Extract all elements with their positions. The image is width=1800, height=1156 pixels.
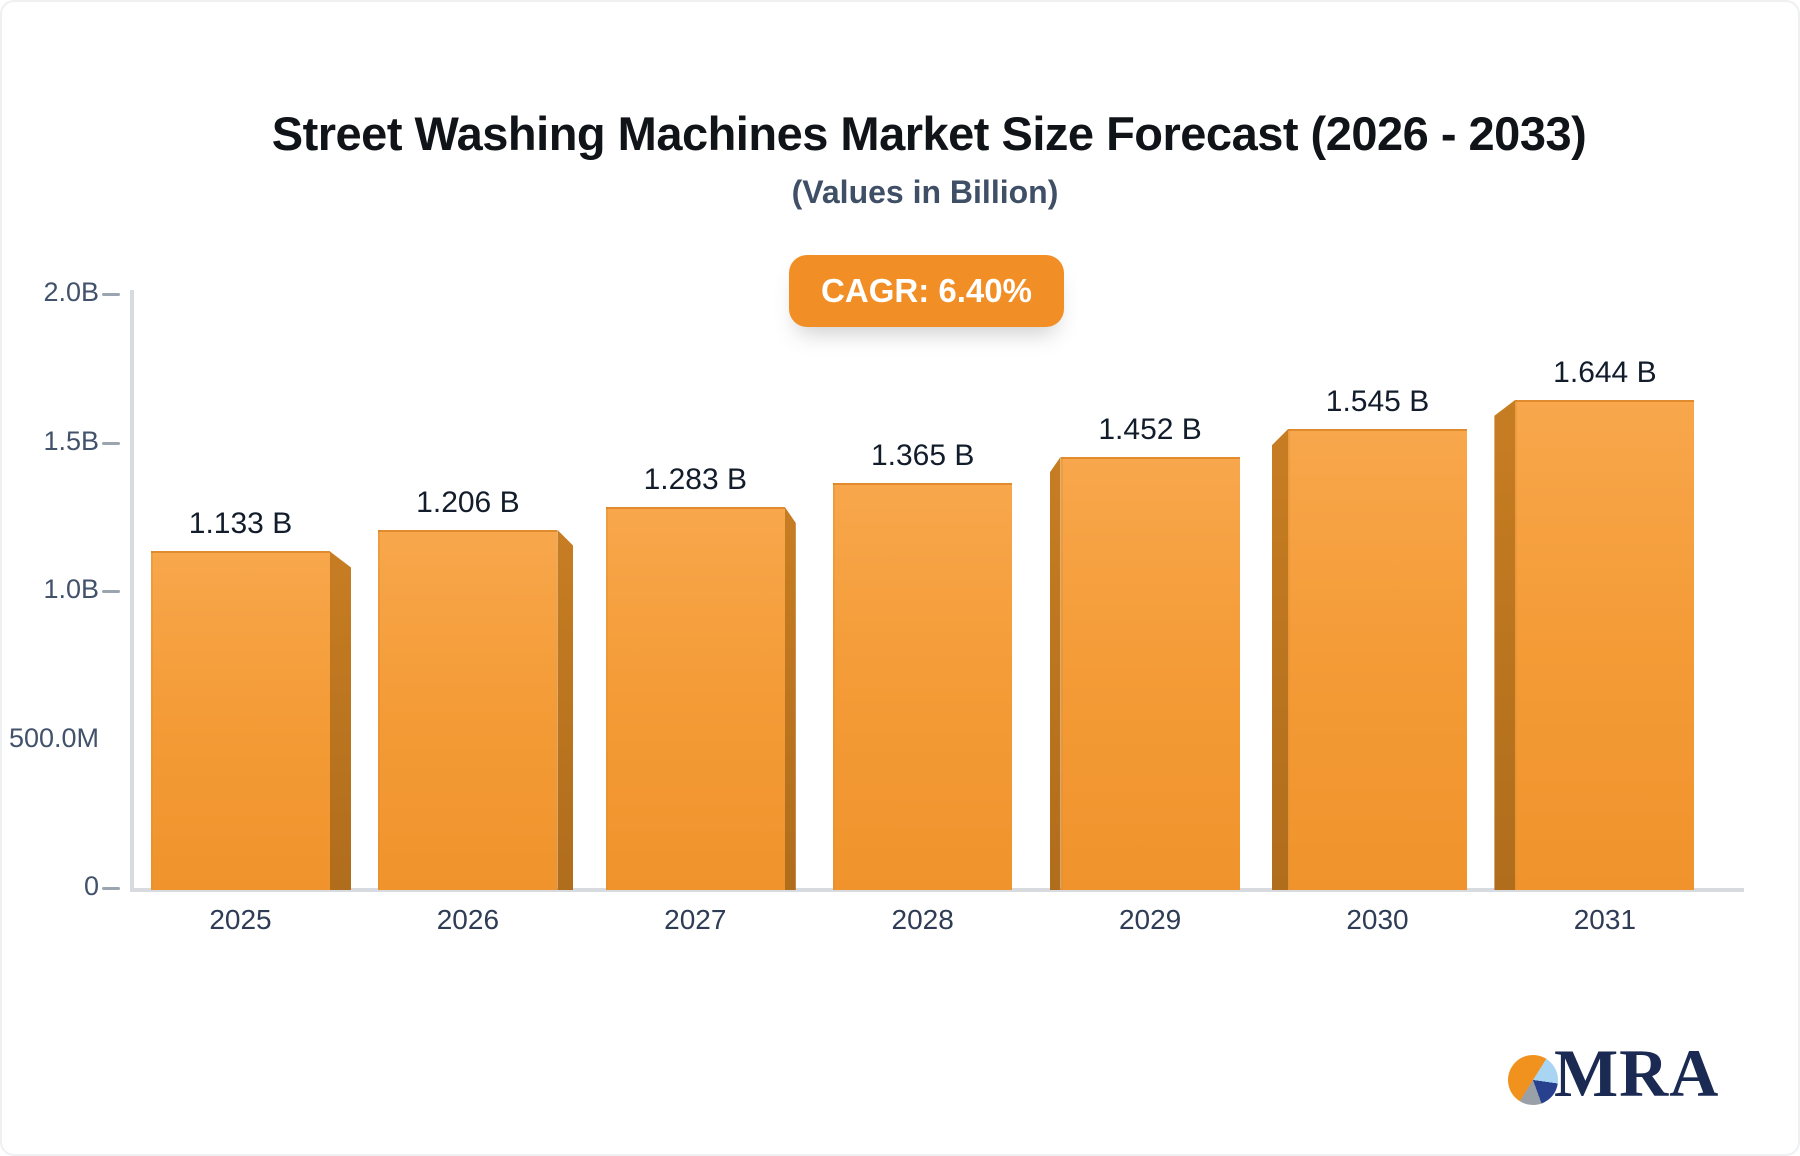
bar-value-label: 1.545 B [1325, 385, 1430, 419]
y-axis-tick-label: 500.0M [8, 722, 99, 753]
chart-title: Street Washing Machines Market Size Fore… [271, 107, 1587, 160]
x-axis-label-2029: 2029 [1118, 904, 1182, 935]
bar-3d-side-2030 [1272, 429, 1288, 890]
x-axis-label-2028: 2028 [891, 904, 954, 935]
y-axis-tick-mark [102, 293, 120, 296]
y-axis-tick-mark [102, 590, 120, 593]
bar-2029[interactable] [1060, 456, 1240, 890]
bar-value-label: 1.452 B [1098, 412, 1202, 446]
bar-2030[interactable] [1288, 429, 1467, 890]
x-axis-label-2030: 2030 [1346, 904, 1409, 935]
bar-3d-side-2026 [557, 529, 574, 890]
bar-value-label: 1.133 B [188, 507, 293, 541]
bar-2028[interactable] [833, 482, 1013, 890]
bar-2027[interactable] [605, 506, 785, 890]
y-axis-tick-label: 2.0B [43, 277, 99, 307]
cagr-badge: CAGR: 6.40% [789, 255, 1064, 327]
chart-subtitle: (Values in Billion) [791, 174, 1059, 210]
y-axis-tick-mark [102, 887, 120, 890]
y-axis-tick-label: 0 [83, 871, 99, 901]
bar-value-label: 1.644 B [1553, 355, 1657, 389]
y-axis-line [130, 290, 134, 892]
bar-3d-side-2029 [1049, 456, 1061, 890]
bar-3d-side-2027 [784, 506, 796, 890]
y-axis-tick-label: 1.0B [43, 574, 99, 604]
x-axis-line [130, 888, 1744, 892]
bar-value-label: 1.206 B [416, 485, 520, 519]
bar-2031[interactable] [1515, 399, 1695, 890]
bar-3d-side-2031 [1494, 399, 1516, 890]
mra-logo: MRA [1508, 1034, 1719, 1113]
x-axis-label-2025: 2025 [209, 904, 272, 935]
bar-2026[interactable] [378, 529, 558, 890]
bar-2025[interactable] [151, 551, 330, 890]
mra-logo-text: MRA [1554, 1035, 1720, 1111]
pie-chart-logo-icon [1508, 1054, 1558, 1105]
x-axis-label-2026: 2026 [436, 904, 500, 935]
x-axis-label-2031: 2031 [1573, 904, 1637, 935]
y-axis-tick-mark [102, 441, 120, 445]
bar-value-label: 1.283 B [643, 462, 747, 496]
bar-3d-side-2025 [330, 551, 351, 890]
y-axis-tick-label: 1.5B [43, 425, 99, 456]
x-axis-label-2027: 2027 [664, 904, 727, 935]
bar-value-label: 1.365 B [870, 438, 975, 472]
